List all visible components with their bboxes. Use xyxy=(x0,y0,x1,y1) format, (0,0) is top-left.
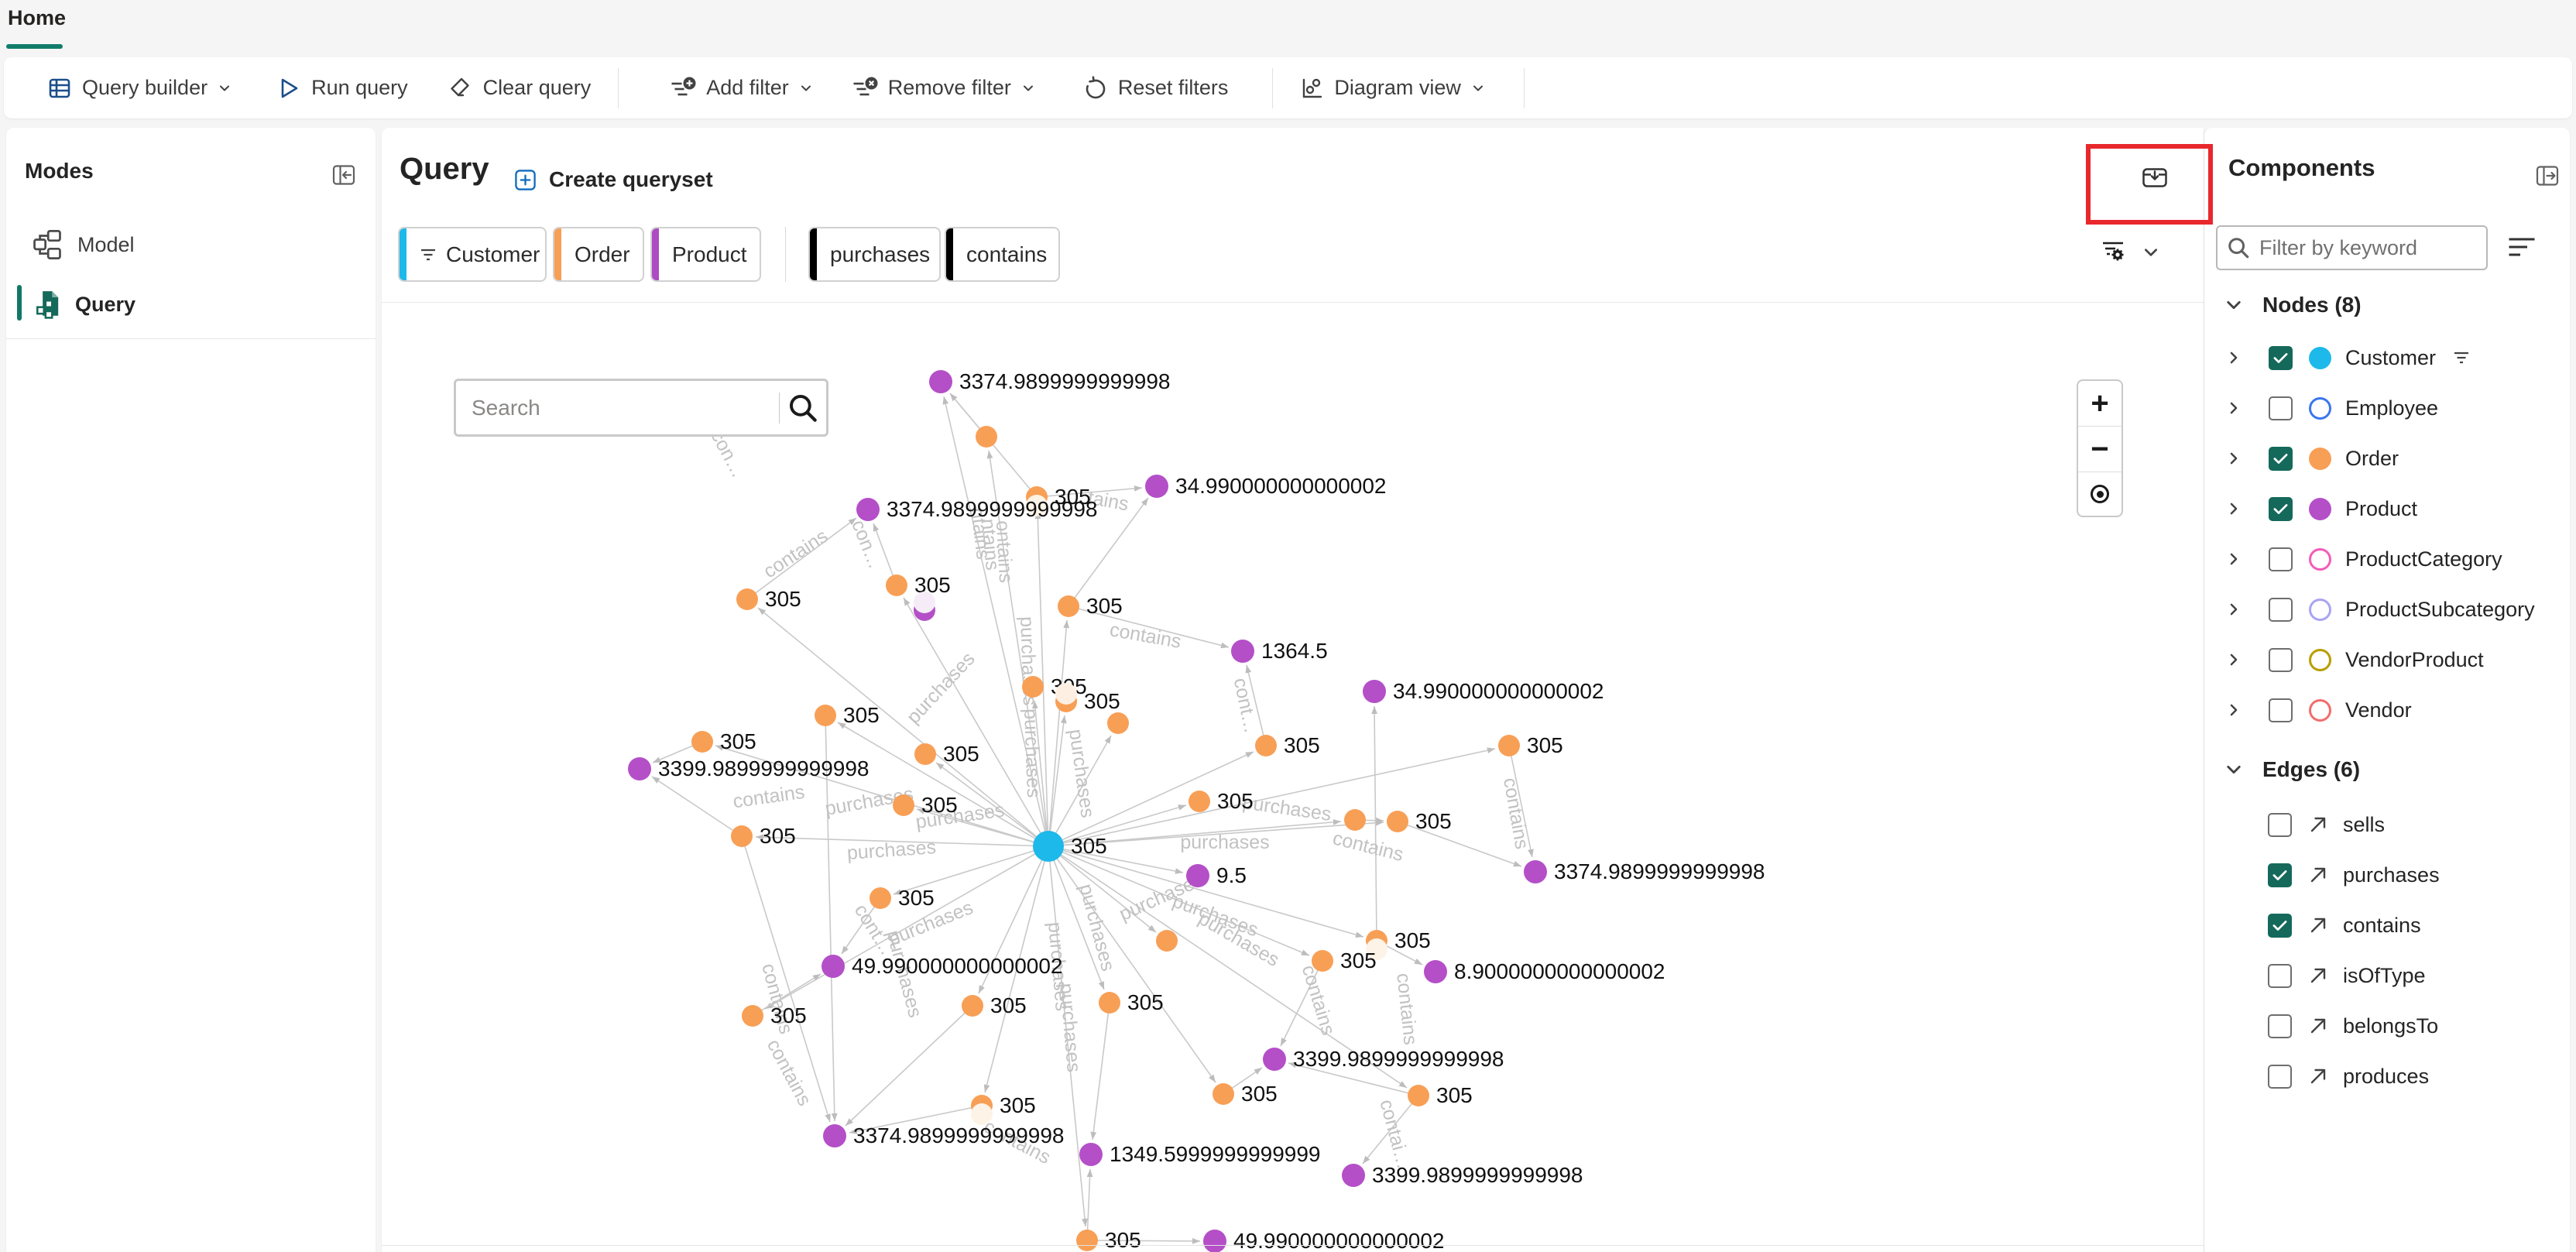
svg-text:305: 305 xyxy=(720,729,756,753)
svg-text:cont…: cont… xyxy=(1230,676,1262,736)
svg-text:contains: contains xyxy=(1392,972,1422,1046)
svg-text:305: 305 xyxy=(1055,485,1091,509)
svg-text:contains: contains xyxy=(1330,827,1405,866)
svg-text:contains: contains xyxy=(1499,776,1533,851)
svg-text:305: 305 xyxy=(1415,809,1452,833)
svg-text:305: 305 xyxy=(770,1003,807,1027)
svg-text:34.990000000000002: 34.990000000000002 xyxy=(1175,474,1387,498)
svg-text:305: 305 xyxy=(1217,789,1254,813)
svg-text:305: 305 xyxy=(1084,689,1120,713)
svg-text:8.9000000000000002: 8.9000000000000002 xyxy=(1454,959,1665,983)
svg-text:305: 305 xyxy=(943,742,979,766)
svg-text:1349.5999999999999: 1349.5999999999999 xyxy=(1110,1142,1321,1166)
svg-text:49.990000000000002: 49.990000000000002 xyxy=(1233,1229,1445,1252)
svg-text:305: 305 xyxy=(990,993,1027,1017)
svg-text:purchases: purchases xyxy=(1065,728,1099,819)
svg-text:305: 305 xyxy=(1241,1082,1278,1106)
svg-text:purchases: purchases xyxy=(903,648,979,728)
svg-text:3374.9899999999998: 3374.9899999999998 xyxy=(853,1123,1065,1147)
svg-text:305: 305 xyxy=(898,886,935,910)
svg-text:contains: contains xyxy=(1108,619,1183,653)
svg-text:3374.9899999999998: 3374.9899999999998 xyxy=(959,369,1171,393)
svg-text:con…: con… xyxy=(847,516,886,571)
svg-text:purchases: purchases xyxy=(1241,791,1333,825)
svg-text:contains: contains xyxy=(732,781,806,813)
svg-text:contains: contains xyxy=(763,1036,815,1110)
svg-text:9.5: 9.5 xyxy=(1216,863,1247,887)
svg-text:305: 305 xyxy=(1527,733,1563,757)
svg-text:purchases: purchases xyxy=(1055,983,1085,1073)
svg-text:purchases: purchases xyxy=(1020,708,1044,798)
svg-text:3399.9899999999998: 3399.9899999999998 xyxy=(1293,1047,1504,1071)
svg-text:305: 305 xyxy=(1000,1093,1036,1117)
svg-text:305: 305 xyxy=(760,824,796,848)
svg-text:305: 305 xyxy=(1284,733,1320,757)
svg-text:305: 305 xyxy=(1086,594,1123,618)
svg-text:305: 305 xyxy=(1340,948,1377,972)
svg-text:305: 305 xyxy=(1436,1083,1473,1107)
svg-text:305: 305 xyxy=(765,587,801,611)
svg-text:1364.5: 1364.5 xyxy=(1261,639,1328,663)
svg-text:contains: contains xyxy=(760,525,832,582)
svg-text:3374.9899999999998: 3374.9899999999998 xyxy=(887,497,1098,521)
svg-text:305: 305 xyxy=(1105,1228,1141,1252)
svg-text:49.990000000000002: 49.990000000000002 xyxy=(852,954,1063,978)
svg-text:305: 305 xyxy=(843,703,880,727)
svg-text:305: 305 xyxy=(1071,834,1107,858)
svg-text:305: 305 xyxy=(1127,990,1164,1014)
svg-text:ntains: ntains xyxy=(977,518,1003,571)
svg-text:3399.9899999999998: 3399.9899999999998 xyxy=(658,756,870,780)
svg-text:purchases: purchases xyxy=(1075,882,1119,974)
svg-text:purchases: purchases xyxy=(1180,832,1269,853)
svg-text:305: 305 xyxy=(921,793,958,817)
svg-text:305: 305 xyxy=(1394,928,1431,952)
svg-text:3374.9899999999998: 3374.9899999999998 xyxy=(1554,859,1765,883)
svg-text:ontains: ontains xyxy=(992,520,1017,584)
svg-text:34.990000000000002: 34.990000000000002 xyxy=(1393,679,1604,703)
svg-text:3399.9899999999998: 3399.9899999999998 xyxy=(1372,1163,1583,1187)
